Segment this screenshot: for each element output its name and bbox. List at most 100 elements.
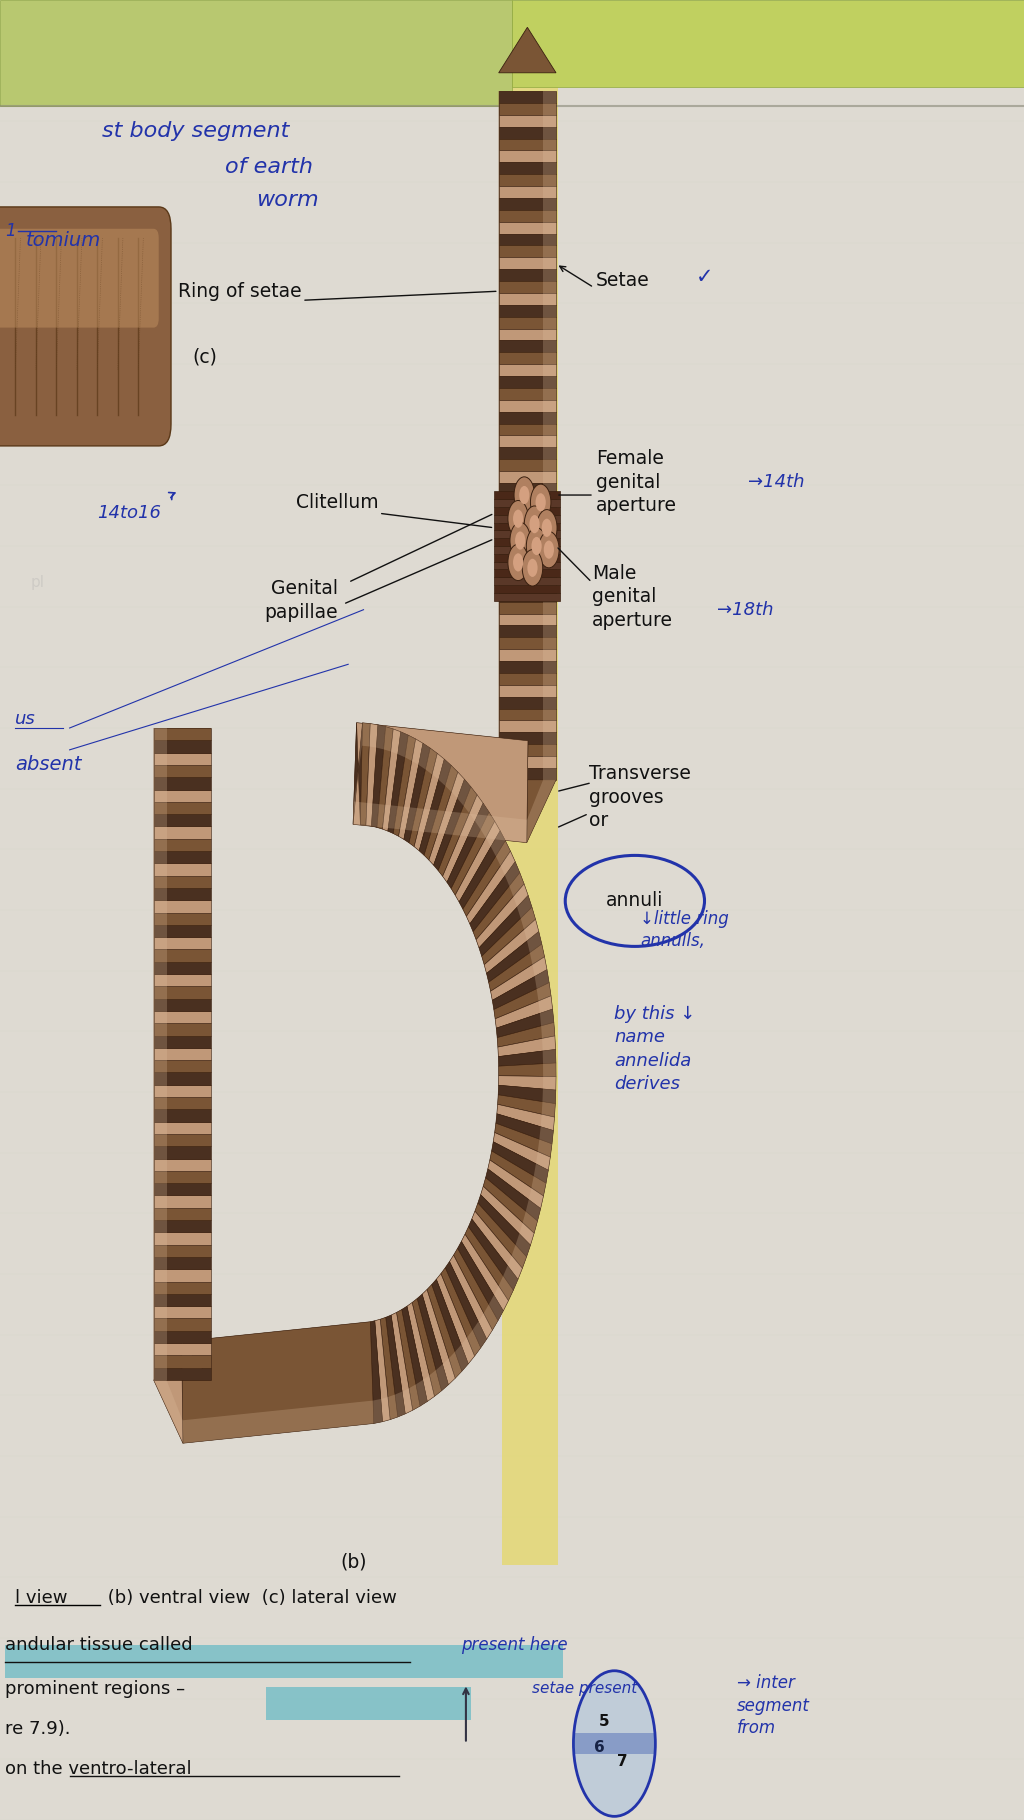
Text: andular tissue called: andular tissue called (5, 1636, 193, 1654)
Polygon shape (541, 1114, 555, 1130)
Polygon shape (154, 777, 211, 790)
Polygon shape (532, 957, 547, 977)
Polygon shape (454, 1249, 498, 1330)
Polygon shape (499, 162, 556, 175)
Polygon shape (449, 1352, 462, 1378)
Polygon shape (475, 803, 489, 830)
Polygon shape (543, 590, 556, 602)
Polygon shape (414, 753, 444, 850)
Polygon shape (468, 1219, 518, 1290)
Polygon shape (499, 280, 556, 293)
Polygon shape (499, 506, 556, 519)
Polygon shape (456, 821, 500, 903)
Polygon shape (154, 974, 211, 986)
Polygon shape (476, 885, 528, 948)
Polygon shape (472, 1210, 522, 1279)
Polygon shape (429, 772, 465, 864)
Polygon shape (154, 1219, 211, 1232)
Polygon shape (154, 1318, 167, 1330)
Polygon shape (499, 27, 556, 73)
Polygon shape (543, 377, 556, 388)
Polygon shape (543, 579, 556, 590)
Polygon shape (154, 814, 211, 826)
Polygon shape (543, 566, 556, 579)
Polygon shape (154, 1232, 167, 1245)
Circle shape (537, 510, 557, 546)
Polygon shape (154, 728, 211, 741)
Text: ✓: ✓ (696, 268, 714, 286)
Polygon shape (499, 424, 556, 435)
Circle shape (527, 559, 538, 577)
Polygon shape (543, 424, 556, 435)
Polygon shape (495, 546, 560, 553)
Polygon shape (499, 553, 556, 566)
Polygon shape (499, 304, 556, 317)
Circle shape (519, 486, 529, 504)
Polygon shape (353, 723, 362, 824)
Polygon shape (499, 293, 556, 304)
Polygon shape (499, 471, 556, 482)
Polygon shape (499, 741, 556, 843)
Polygon shape (154, 1330, 167, 1343)
Polygon shape (402, 1389, 413, 1414)
Polygon shape (154, 1356, 211, 1367)
Polygon shape (495, 530, 560, 539)
Polygon shape (154, 741, 167, 753)
Polygon shape (478, 1194, 530, 1258)
Polygon shape (499, 495, 556, 506)
Polygon shape (488, 1296, 504, 1321)
Polygon shape (543, 246, 556, 257)
Polygon shape (154, 961, 167, 974)
Text: st body segment: st body segment (102, 122, 290, 140)
Polygon shape (495, 539, 560, 546)
Text: pl: pl (31, 575, 45, 590)
Circle shape (573, 1671, 655, 1816)
Polygon shape (543, 209, 556, 222)
Polygon shape (154, 912, 211, 925)
Polygon shape (154, 1121, 167, 1134)
Polygon shape (154, 1196, 211, 1208)
Circle shape (536, 493, 546, 511)
Polygon shape (490, 957, 547, 1001)
Polygon shape (499, 542, 556, 553)
Polygon shape (432, 1279, 468, 1370)
Polygon shape (154, 1110, 167, 1121)
Polygon shape (499, 246, 556, 257)
Text: Setae: Setae (596, 271, 649, 289)
Polygon shape (528, 1188, 544, 1208)
Polygon shape (499, 400, 556, 411)
Polygon shape (499, 459, 556, 471)
Polygon shape (543, 353, 556, 364)
Polygon shape (360, 723, 371, 824)
Polygon shape (543, 400, 556, 411)
Polygon shape (499, 732, 556, 744)
Polygon shape (495, 491, 560, 499)
Circle shape (522, 550, 543, 586)
Polygon shape (543, 162, 556, 175)
Polygon shape (542, 1101, 555, 1117)
Text: (c): (c) (193, 348, 217, 366)
Polygon shape (499, 186, 556, 198)
Polygon shape (488, 945, 545, 992)
Polygon shape (154, 1258, 167, 1269)
Polygon shape (412, 1298, 441, 1396)
Polygon shape (543, 637, 556, 650)
Polygon shape (154, 1023, 211, 1036)
Polygon shape (154, 839, 211, 852)
Polygon shape (543, 1088, 556, 1103)
Polygon shape (543, 448, 556, 459)
Polygon shape (398, 732, 409, 757)
Polygon shape (479, 895, 532, 956)
Polygon shape (499, 697, 556, 708)
Polygon shape (391, 1312, 413, 1414)
Polygon shape (154, 1072, 167, 1085)
Polygon shape (377, 726, 393, 830)
Circle shape (530, 484, 551, 521)
Polygon shape (495, 584, 560, 593)
Polygon shape (498, 1085, 556, 1103)
Polygon shape (424, 766, 458, 861)
Polygon shape (450, 1256, 493, 1340)
Polygon shape (543, 340, 556, 353)
Polygon shape (499, 127, 556, 138)
Polygon shape (495, 553, 560, 562)
